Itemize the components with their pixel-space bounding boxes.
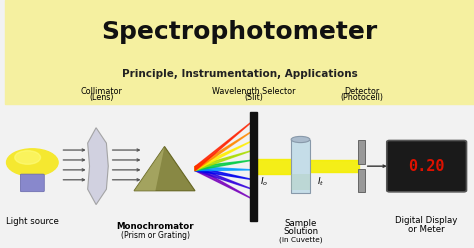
Text: (in Cuvette): (in Cuvette) [279,236,322,243]
Ellipse shape [291,136,310,143]
Text: $I_t$: $I_t$ [317,176,324,188]
Polygon shape [88,128,108,205]
Text: (Photocell): (Photocell) [340,93,383,102]
Polygon shape [134,147,164,191]
Circle shape [7,149,58,176]
Text: Digital Display: Digital Display [395,216,458,225]
Bar [291,139,310,193]
Text: 0.20: 0.20 [409,159,445,174]
Text: (Lens): (Lens) [89,93,113,102]
Polygon shape [195,167,254,171]
Bar [291,174,310,190]
Text: (Slit): (Slit) [244,93,263,102]
Polygon shape [195,167,254,190]
Bar [358,169,365,192]
Polygon shape [257,159,294,174]
Text: Wavelength Selector: Wavelength Selector [212,87,295,96]
Text: Principle, Instrumentation, Applications: Principle, Instrumentation, Applications [122,69,357,79]
Circle shape [15,151,41,164]
FancyBboxPatch shape [387,140,466,192]
Polygon shape [195,167,254,200]
FancyBboxPatch shape [20,174,44,192]
Text: $I_o$: $I_o$ [260,176,268,188]
Text: Spectrophotometer: Spectrophotometer [101,20,378,44]
Text: (Prism or Grating): (Prism or Grating) [121,231,190,240]
Text: Sample: Sample [284,219,317,228]
Polygon shape [195,130,254,171]
Bar [5,104,474,248]
Bar [358,140,365,164]
Bar [250,112,257,221]
Bar [5,0,474,104]
Polygon shape [134,147,195,191]
Text: Collimator: Collimator [80,87,122,96]
Text: Solution: Solution [283,227,318,236]
Text: Light source: Light source [6,217,59,226]
Text: or Meter: or Meter [408,225,445,234]
Polygon shape [195,140,254,171]
Polygon shape [195,150,254,171]
Polygon shape [195,160,254,171]
Polygon shape [310,160,359,173]
Text: Detector: Detector [344,87,379,96]
Polygon shape [195,120,254,171]
Polygon shape [195,167,254,180]
Text: Monochromator: Monochromator [116,222,194,231]
